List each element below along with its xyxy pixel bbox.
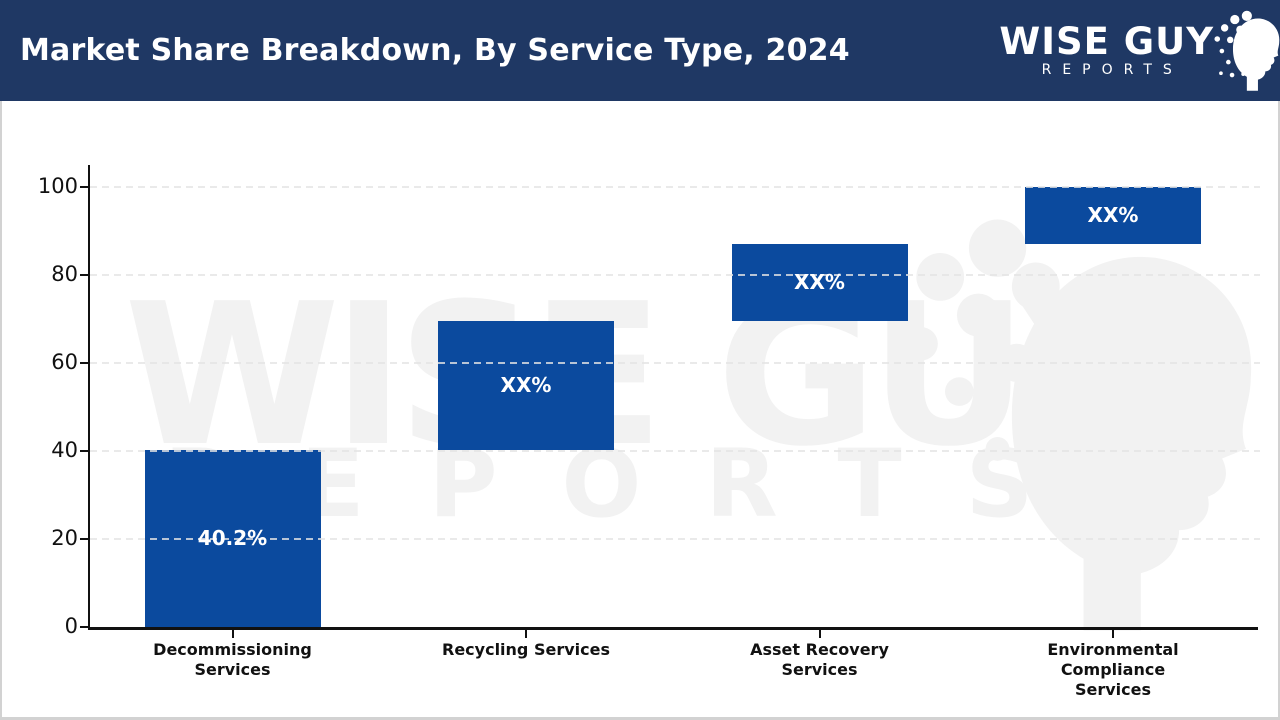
y-axis-spine xyxy=(88,165,90,629)
y-tick-label: 60 xyxy=(51,350,78,374)
x-axis-spine xyxy=(88,627,1258,630)
x-category-label-line: Services xyxy=(781,660,858,679)
grid-line xyxy=(90,538,1260,540)
header-bar: Market Share Breakdown, By Service Type,… xyxy=(0,0,1280,101)
x-category-label-line: Asset Recovery xyxy=(750,640,889,659)
grid-line xyxy=(90,186,1260,188)
bar-label: XX% xyxy=(794,269,845,294)
y-tick-mark xyxy=(80,626,88,628)
x-category-label: Asset Recovery Services xyxy=(680,640,960,680)
y-tick-mark xyxy=(80,450,88,452)
bar-label: 40.2% xyxy=(197,525,268,550)
y-tick-mark xyxy=(80,186,88,188)
x-category-label: Decommissioning Services xyxy=(93,640,373,680)
wise-guy-head-icon xyxy=(1214,10,1280,91)
y-tick-label: 80 xyxy=(51,262,78,286)
brand-logo: WISE GUY REPORTS xyxy=(999,8,1280,94)
chart-plot-area: 0 20 40 60 80 100 40.2% Decommissioning Services… xyxy=(2,100,1280,720)
bar xyxy=(438,321,614,451)
x-tick-mark xyxy=(818,630,821,638)
y-tick-mark xyxy=(80,362,88,364)
x-tick-mark xyxy=(525,630,527,638)
x-category-label-line: Environmental xyxy=(1047,640,1179,659)
bar-label: XX% xyxy=(500,372,552,397)
watermark-head-icon xyxy=(904,219,1252,631)
y-tick-mark xyxy=(80,274,88,276)
bar xyxy=(731,244,908,322)
x-category-label-line: Services xyxy=(1074,680,1152,699)
page-title: Market Share Breakdown, By Service Type,… xyxy=(20,33,850,68)
x-tick-mark xyxy=(1112,630,1114,638)
x-category-label-line: Decommissioning xyxy=(153,640,312,659)
x-category-label-line: Recycling Services xyxy=(442,640,610,659)
y-tick-mark xyxy=(80,538,88,540)
bar-label: XX% xyxy=(1087,202,1139,227)
x-category-label: Environmental Compliance Services xyxy=(973,640,1253,700)
y-tick-label: 0 xyxy=(64,614,78,638)
x-tick-mark xyxy=(231,630,234,638)
y-tick-label: 20 xyxy=(51,526,78,550)
x-category-label: Recycling Services xyxy=(386,640,666,660)
brand-subname: REPORTS xyxy=(1041,62,1183,78)
x-category-label-line: Compliance xyxy=(1060,660,1166,679)
x-category-label-line: Services xyxy=(194,660,271,679)
grid-line xyxy=(90,362,1260,364)
brand-name: WISE GUY xyxy=(999,20,1214,63)
grid-line xyxy=(90,274,1260,276)
y-tick-label: 40 xyxy=(51,438,78,462)
grid-line xyxy=(90,450,1260,452)
brand-logo-text: WISE GUY REPORTS xyxy=(999,20,1214,79)
y-tick-label: 100 xyxy=(37,174,78,198)
bar xyxy=(1025,187,1201,245)
